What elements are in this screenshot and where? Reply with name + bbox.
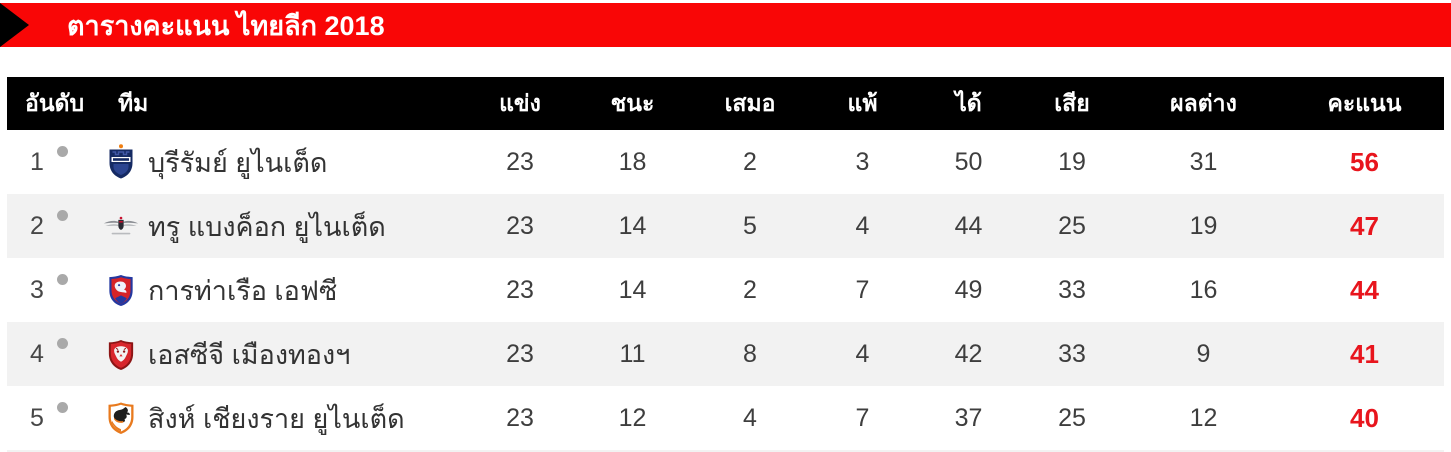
- draw-cell: 2: [743, 147, 757, 176]
- team-name: เอสซีจี เมืองทองฯ: [148, 339, 351, 370]
- rank-number: 3: [30, 275, 44, 304]
- team-name: การท่าเรือ เอฟซี: [148, 275, 338, 306]
- draw-cell: 2: [743, 275, 757, 304]
- goals-against-cell: 19: [1058, 147, 1086, 176]
- points-cell: 40: [1350, 402, 1379, 433]
- header-played: แข่ง: [499, 89, 541, 116]
- goals-against-cell: 33: [1058, 339, 1086, 368]
- muangthong-united-crest-icon: [103, 336, 139, 372]
- team-name: ทรู แบงค็อก ยูไนเต็ด: [148, 211, 386, 242]
- points-cell: 47: [1350, 210, 1379, 241]
- table-row: 3 การท่าเรือ เอฟซี 23 14 2 7 49 33 16 44: [7, 258, 1444, 322]
- rank-status-dot-icon: [56, 337, 68, 349]
- goal-diff-cell: 9: [1196, 339, 1211, 368]
- rank-cell: 5: [7, 401, 95, 433]
- table-row: 5 สิงห์ เชียงราย ยูไนเต็ด 23 12 4 7 37 2…: [7, 386, 1444, 450]
- rank-cell: 4: [7, 337, 95, 369]
- rank-number: 2: [30, 211, 44, 240]
- rank-status-dot-icon: [56, 273, 68, 285]
- goal-diff-cell: 31: [1189, 147, 1218, 176]
- team-cell: บุรีรัมย์ ยูไนเต็ด: [95, 141, 465, 184]
- black-right-arrow-icon: [0, 3, 29, 47]
- next-row-edge: [7, 450, 1444, 452]
- rank-status-dot-icon: [56, 145, 68, 157]
- header-rank: อันดับ: [25, 89, 85, 116]
- standings-table: 1 บุรีรัมย์ ยูไนเต็ด 23 18 2 3 50 19 31 …: [7, 130, 1444, 450]
- rank-cell: 3: [7, 273, 95, 305]
- goals-against-cell: 25: [1058, 403, 1086, 432]
- table-row: 2 ทรู แบงค็อก ยูไนเต็ด 23 14 5 4: [7, 194, 1444, 258]
- goals-for-cell: 42: [954, 339, 983, 368]
- won-cell: 12: [618, 403, 647, 432]
- header-team: ทีม: [118, 89, 149, 116]
- goals-for-cell: 37: [954, 403, 983, 432]
- team-name: สิงห์ เชียงราย ยูไนเต็ด: [148, 403, 405, 434]
- won-cell: 14: [618, 211, 647, 240]
- won-cell: 14: [618, 275, 647, 304]
- bangkok-united-crest-icon: [103, 208, 139, 244]
- title-bar: ตารางคะแนน ไทยลีก 2018: [0, 3, 1451, 47]
- goals-against-cell: 25: [1058, 211, 1086, 240]
- played-cell: 23: [506, 147, 534, 176]
- goals-for-cell: 50: [954, 147, 983, 176]
- lost-cell: 4: [855, 211, 870, 240]
- header-draw: เสมอ: [724, 89, 776, 116]
- chiangrai-united-crest-icon: [103, 400, 139, 436]
- goal-diff-cell: 12: [1189, 403, 1218, 432]
- team-name: บุรีรัมย์ ยูไนเต็ด: [148, 147, 328, 178]
- won-cell: 18: [618, 147, 647, 176]
- header-goals-against: เสีย: [1054, 89, 1090, 116]
- goal-diff-cell: 19: [1189, 211, 1218, 240]
- draw-cell: 8: [743, 339, 757, 368]
- lost-cell: 4: [855, 339, 870, 368]
- played-cell: 23: [506, 275, 534, 304]
- header-won: ชนะ: [610, 89, 655, 116]
- buriram-united-crest-icon: [103, 144, 139, 180]
- won-cell: 11: [619, 339, 646, 368]
- points-cell: 44: [1350, 274, 1379, 305]
- goals-against-cell: 33: [1058, 275, 1086, 304]
- rank-status-dot-icon: [56, 209, 68, 221]
- header-points: คะแนน: [1327, 89, 1402, 116]
- played-cell: 23: [506, 339, 534, 368]
- goal-diff-cell: 16: [1189, 275, 1218, 304]
- table-row: 1 บุรีรัมย์ ยูไนเต็ด 23 18 2 3 50 19 31 …: [7, 130, 1444, 194]
- port-fc-crest-icon: [103, 272, 139, 308]
- points-cell: 56: [1350, 146, 1379, 177]
- lost-cell: 3: [855, 147, 870, 176]
- rank-cell: 1: [7, 145, 95, 177]
- header-goals-for: ได้: [955, 89, 982, 116]
- team-cell: สิงห์ เชียงราย ยูไนเต็ด: [95, 397, 465, 440]
- points-cell: 41: [1350, 338, 1379, 369]
- draw-cell: 5: [743, 211, 757, 240]
- rank-number: 1: [30, 147, 44, 176]
- rank-number: 5: [30, 403, 44, 432]
- team-cell: เอสซีจี เมืองทองฯ: [95, 333, 465, 376]
- goals-for-cell: 49: [954, 275, 983, 304]
- lost-cell: 7: [855, 403, 870, 432]
- team-cell: การท่าเรือ เอฟซี: [95, 269, 465, 312]
- page-title: ตารางคะแนน ไทยลีก 2018: [67, 10, 385, 41]
- header-lost: แพ้: [847, 89, 878, 116]
- table-row: 4 เอสซีจี เมืองทองฯ 23 11 8 4 42 33: [7, 322, 1444, 386]
- table-header-row: อันดับ ทีม แข่ง ชนะ เสมอ แพ้ ได้ เสีย ผล…: [7, 77, 1444, 130]
- lost-cell: 7: [855, 275, 870, 304]
- played-cell: 23: [506, 403, 534, 432]
- rank-cell: 2: [7, 209, 95, 241]
- goals-for-cell: 44: [954, 211, 983, 240]
- rank-status-dot-icon: [56, 401, 68, 413]
- draw-cell: 4: [743, 403, 757, 432]
- played-cell: 23: [506, 211, 534, 240]
- header-goal-diff: ผลต่าง: [1170, 89, 1237, 116]
- team-cell: ทรู แบงค็อก ยูไนเต็ด: [95, 205, 465, 248]
- rank-number: 4: [30, 339, 44, 368]
